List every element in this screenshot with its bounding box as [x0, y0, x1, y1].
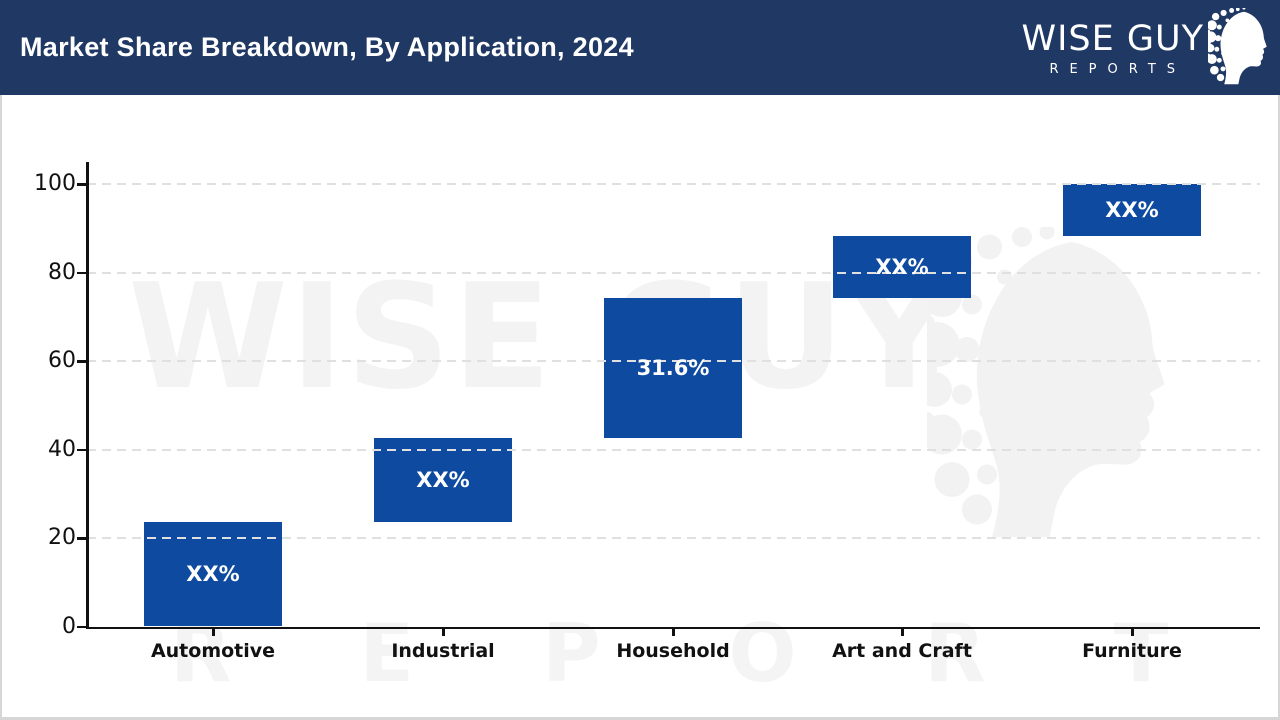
y-tick-label: 60	[48, 348, 76, 373]
x-category-label-household: Household	[616, 640, 730, 662]
x-axis-tick	[672, 629, 675, 636]
y-tick-label: 0	[62, 613, 76, 639]
page-title: Market Share Breakdown, By Application, …	[20, 32, 634, 62]
x-axis-tick	[212, 629, 215, 636]
brand-subname: REPORTS	[1049, 62, 1187, 77]
bar-value-label: XX%	[186, 562, 240, 587]
watermark-text-line1: WISE GUY	[128, 253, 954, 422]
y-tick-label: 20	[48, 525, 76, 550]
brand-logo-text: WISE GUY REPORTS	[1021, 19, 1204, 77]
y-tick-label: 40	[48, 436, 76, 462]
bar-value-label: XX%	[416, 467, 470, 492]
bar-segment-household	[604, 297, 742, 438]
y-tick-label: 100	[34, 171, 76, 196]
y-gridline-100	[87, 183, 1260, 185]
y-axis-tick	[77, 271, 86, 274]
y-gridline-20	[87, 537, 1260, 539]
x-axis-tick	[901, 629, 904, 636]
x-category-label-industrial: Industrial	[391, 640, 495, 662]
x-axis-tick	[442, 629, 445, 636]
y-gridline-80	[87, 271, 1260, 274]
brand-logo: WISE GUY REPORTS	[1021, 5, 1270, 91]
watermark-text-line2: R E P O R T S	[170, 607, 1278, 700]
y-axis-tick	[77, 625, 86, 628]
x-category-label-automotive: Automotive	[150, 640, 276, 662]
bar-segment-automotive	[144, 522, 282, 627]
header-banner: Market Share Breakdown, By Application, …	[0, 0, 1280, 95]
bar-segment-industrial	[374, 437, 512, 523]
x-axis-line	[86, 626, 1260, 629]
bar-value-label: 31.6%	[636, 355, 710, 380]
x-category-label-art-and-craft: Art and Craft	[832, 640, 972, 662]
chart-plot-area: WISE GUY R E P O R T S XX% XX% 31.6% XX% XX%…	[0, 95, 1280, 720]
y-axis-tick	[77, 448, 86, 451]
bar-segment-art-and-craft	[833, 236, 971, 298]
y-axis-line	[86, 162, 89, 629]
bar-segment-furniture	[1063, 184, 1201, 237]
bar-value-label: XX%	[875, 254, 929, 279]
dotted-head-logo-icon	[1208, 8, 1267, 85]
y-gridline-60	[87, 360, 1260, 362]
y-gridline-40	[87, 448, 1260, 451]
y-axis-tick	[77, 360, 86, 363]
y-tick-label: 80	[48, 259, 76, 285]
x-axis-tick	[1131, 629, 1134, 636]
y-axis-tick	[77, 183, 86, 186]
y-axis-tick	[77, 537, 86, 540]
bar-value-label: XX%	[1105, 198, 1159, 223]
x-category-label-furniture: Furniture	[1082, 640, 1182, 662]
brand-name: WISE GUY	[1021, 19, 1204, 59]
